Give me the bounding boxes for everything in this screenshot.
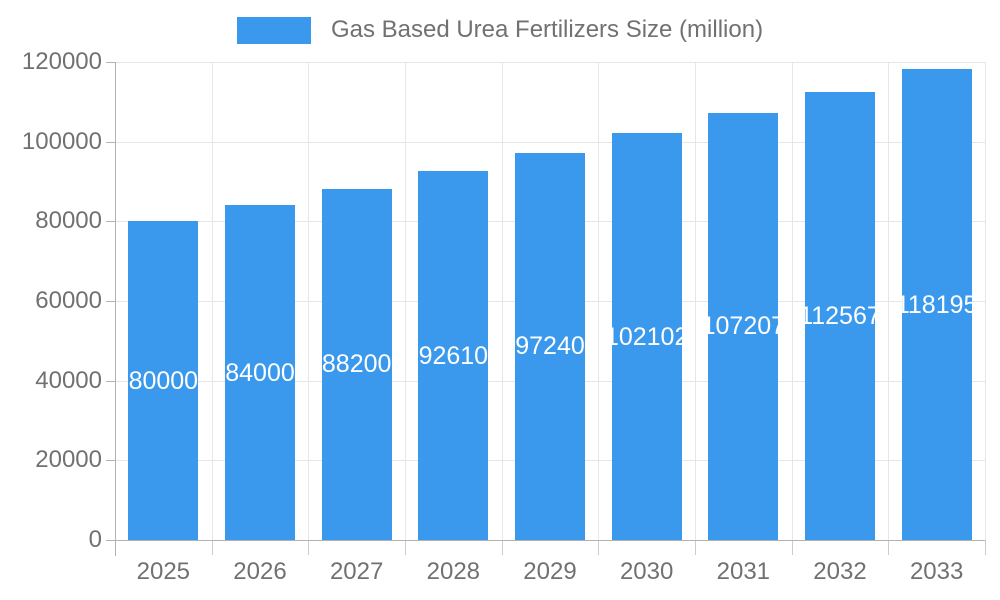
bar[interactable] — [901, 69, 972, 540]
v-gridline — [501, 62, 503, 540]
y-axis-label: 120000 — [21, 48, 102, 75]
x-axis-label: 2028 — [426, 558, 481, 585]
y-axis-tick — [106, 221, 115, 223]
v-gridline — [405, 62, 406, 540]
x-axis-tick — [405, 540, 406, 555]
bar-value-label: 97240 — [515, 332, 585, 361]
legend-label: Gas Based Urea Fertilizers Size (million… — [330, 16, 764, 43]
bar[interactable] — [805, 91, 875, 540]
bar[interactable] — [321, 188, 392, 540]
bar-value-label: 112567 — [799, 301, 881, 330]
h-gridline — [115, 62, 985, 63]
legend-swatch-icon — [236, 16, 311, 44]
x-axis-line — [115, 540, 985, 541]
bar-value-label: 92610 — [418, 341, 489, 370]
bar[interactable] — [611, 133, 682, 540]
v-gridline — [695, 62, 696, 540]
v-gridline — [598, 62, 600, 540]
y-axis-label: 60000 — [35, 287, 102, 314]
y-axis-label: 80000 — [35, 207, 102, 235]
h-gridline — [115, 141, 985, 143]
y-axis-label: 0 — [88, 526, 102, 553]
bar-value-label: 84000 — [225, 358, 295, 387]
bar[interactable] — [128, 221, 199, 540]
bar[interactable] — [515, 152, 585, 540]
x-axis-tick — [888, 540, 890, 555]
x-axis-label: 2031 — [716, 558, 771, 585]
v-gridline — [211, 62, 213, 540]
x-axis-label: 2029 — [523, 558, 577, 585]
y-axis-tick — [106, 380, 115, 382]
v-gridline — [985, 62, 986, 540]
bar[interactable] — [708, 112, 779, 540]
y-axis-label: 20000 — [35, 446, 102, 474]
v-gridline — [791, 62, 793, 540]
bar-value-label: 118195 — [895, 290, 978, 319]
x-axis-label: 2033 — [909, 558, 964, 585]
legend[interactable]: Gas Based Urea Fertilizers Size (million… — [0, 16, 1000, 44]
v-gridline — [308, 62, 310, 540]
x-axis-label: 2027 — [329, 558, 384, 585]
y-axis-line — [115, 62, 116, 556]
y-axis-tick — [106, 460, 115, 462]
x-axis-tick — [501, 540, 503, 555]
x-axis-label: 2025 — [136, 558, 191, 585]
x-axis-tick — [308, 540, 310, 555]
v-gridline — [888, 62, 890, 540]
bar[interactable] — [225, 205, 295, 540]
x-axis-label: 2026 — [233, 558, 287, 585]
y-axis-tick — [106, 141, 115, 143]
bar-value-label: 107207 — [701, 312, 786, 341]
x-axis-tick — [791, 540, 793, 555]
bar-value-label: 80000 — [128, 366, 199, 395]
x-axis-label: 2030 — [619, 558, 674, 585]
bar[interactable] — [418, 171, 489, 540]
x-axis-tick — [985, 540, 986, 555]
y-axis-label: 40000 — [35, 366, 102, 394]
x-axis-tick — [695, 540, 696, 555]
y-axis-tick — [106, 62, 115, 63]
x-axis-tick — [211, 540, 213, 555]
bar-value-label: 102102 — [604, 322, 689, 351]
y-axis-tick — [106, 540, 115, 541]
bar-value-label: 88200 — [321, 350, 392, 379]
y-axis-label: 100000 — [21, 127, 102, 155]
x-axis-label: 2032 — [813, 558, 867, 585]
x-axis-tick — [598, 540, 600, 555]
y-axis-tick — [106, 301, 115, 302]
